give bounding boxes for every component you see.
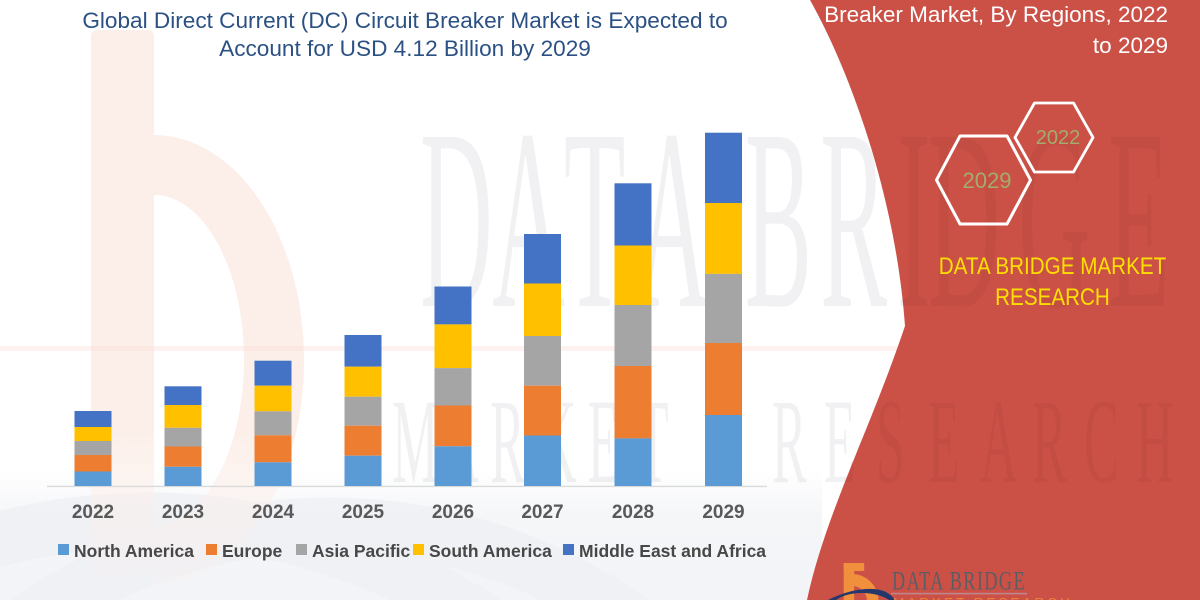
svg-text:DATA BRIDGE: DATA BRIDGE	[892, 567, 1026, 596]
svg-text:MARKET RESEARCH: MARKET RESEARCH	[893, 596, 1073, 600]
